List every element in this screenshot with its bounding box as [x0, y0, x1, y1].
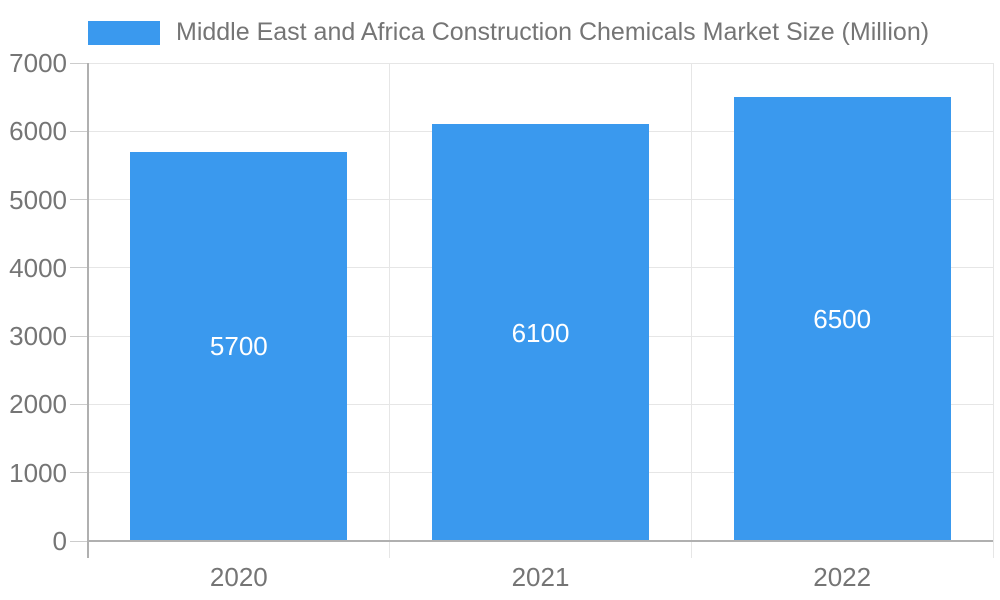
- y-axis-line: [87, 63, 89, 558]
- x-gridline: [992, 63, 994, 541]
- x-tick-label: 2020: [209, 562, 268, 592]
- x-gridline: [389, 63, 391, 541]
- y-tick-label: 5000: [9, 184, 67, 215]
- y-gridline: [88, 62, 993, 64]
- y-tick-label: 1000: [9, 457, 67, 488]
- y-axis-tick: [70, 199, 88, 201]
- y-tick-label: 3000: [9, 321, 67, 352]
- y-axis-tick: [70, 335, 88, 337]
- legend-swatch-icon: [88, 20, 160, 45]
- bar-value-label: 5700: [209, 331, 268, 362]
- y-axis-tick: [70, 472, 88, 474]
- bar-value-label: 6500: [813, 304, 872, 335]
- x-tick-label: 2022: [813, 562, 872, 592]
- y-tick-label: 0: [52, 526, 67, 556]
- y-axis-tick: [70, 403, 88, 405]
- bar-value-label: 6100: [511, 317, 570, 348]
- bar-2021[interactable]: [432, 124, 649, 540]
- y-axis-tick: [70, 540, 88, 542]
- y-tick-label: 2000: [9, 389, 67, 420]
- y-tick-label: 7000: [9, 48, 67, 78]
- x-axis-tick: [389, 541, 391, 558]
- x-gridline: [690, 63, 692, 541]
- x-tick-label: 2021: [511, 562, 570, 592]
- y-axis-tick: [70, 130, 88, 132]
- bar-2020[interactable]: [130, 151, 348, 540]
- legend-label: Middle East and Africa Construction Chem…: [176, 18, 930, 46]
- y-tick-label: 4000: [9, 252, 67, 283]
- y-axis-tick: [70, 267, 88, 269]
- x-axis-line: [88, 540, 993, 542]
- y-tick-label: 6000: [9, 116, 67, 147]
- x-axis-tick: [992, 541, 994, 558]
- legend: Middle East and Africa Construction Chem…: [88, 18, 929, 47]
- bar-2022[interactable]: [733, 97, 951, 540]
- y-axis-tick: [70, 62, 88, 64]
- x-axis-tick: [690, 541, 692, 558]
